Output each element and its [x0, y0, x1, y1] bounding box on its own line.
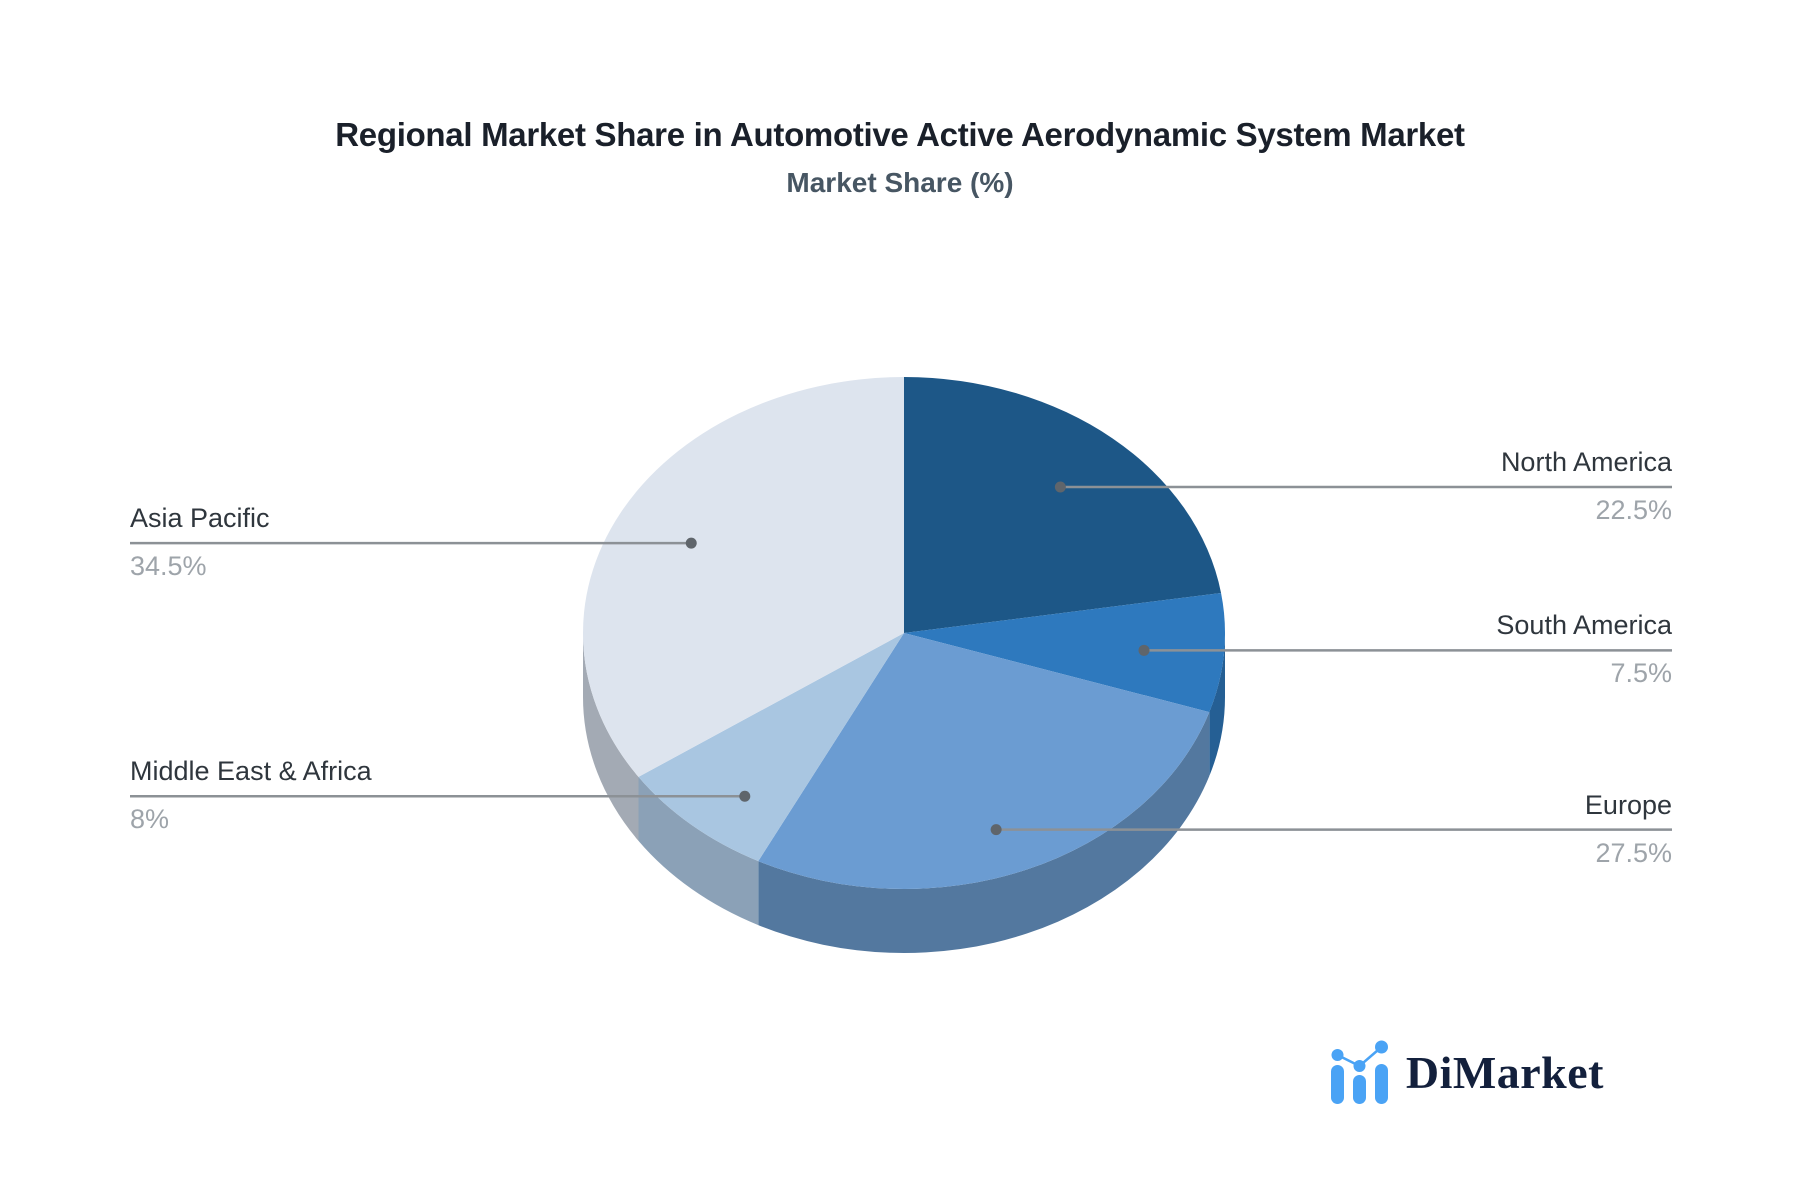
- slice-label: North America: [1500, 447, 1672, 477]
- slice-value: 27.5%: [1595, 837, 1672, 868]
- chart-subtitle: Market Share (%): [786, 167, 1014, 198]
- slice-label: Middle East & Africa: [130, 756, 372, 787]
- slice-label: Asia Pacific: [130, 503, 270, 534]
- pie-slice-side-asia-pacific: [583, 633, 639, 841]
- pie-slice-europe[interactable]: [758, 633, 1210, 889]
- pie-slice-side-middle-east-africa: [638, 776, 759, 926]
- callout-middle-east-africa: Middle East & Africa 8%: [130, 756, 372, 834]
- pie-slice-asia-pacific[interactable]: [583, 376, 904, 777]
- logo-text: DiMarket: [1405, 1046, 1604, 1098]
- callout-dot: [990, 824, 1002, 836]
- pie-slice-middle-east-africa[interactable]: [638, 633, 904, 862]
- slice-label: South America: [1496, 610, 1672, 641]
- chart-title: Regional Market Share in Automotive Acti…: [335, 116, 1465, 153]
- slice-value: 22.5%: [1595, 495, 1672, 525]
- callout-europe: Europe 27.5%: [1585, 790, 1672, 868]
- slice-value: 34.5%: [130, 551, 207, 582]
- dimarket-logo: DiMarket: [1330, 1040, 1604, 1104]
- slice-value: 8%: [130, 804, 170, 835]
- slice-value: 7.5%: [1610, 658, 1672, 689]
- pie-slice-side-south-america: [1209, 633, 1225, 777]
- pie-slice-side-europe: [758, 712, 1210, 953]
- callout-asia-pacific: Asia Pacific 34.5%: [130, 503, 270, 581]
- callout-dot: [1138, 644, 1150, 656]
- pie-slice-north-america[interactable]: [904, 377, 1222, 633]
- callout-dot: [1054, 481, 1066, 493]
- callout-dot: [739, 790, 751, 802]
- callout-north-america: North America 22.5%: [1501, 447, 1672, 525]
- callout-south-america: South America 7.5%: [1496, 610, 1672, 688]
- slice-label: Europe: [1584, 789, 1672, 820]
- pie-slice-south-america[interactable]: [904, 592, 1225, 713]
- bar-chart-logo-icon: [1330, 1040, 1388, 1104]
- callout-dot: [685, 537, 697, 549]
